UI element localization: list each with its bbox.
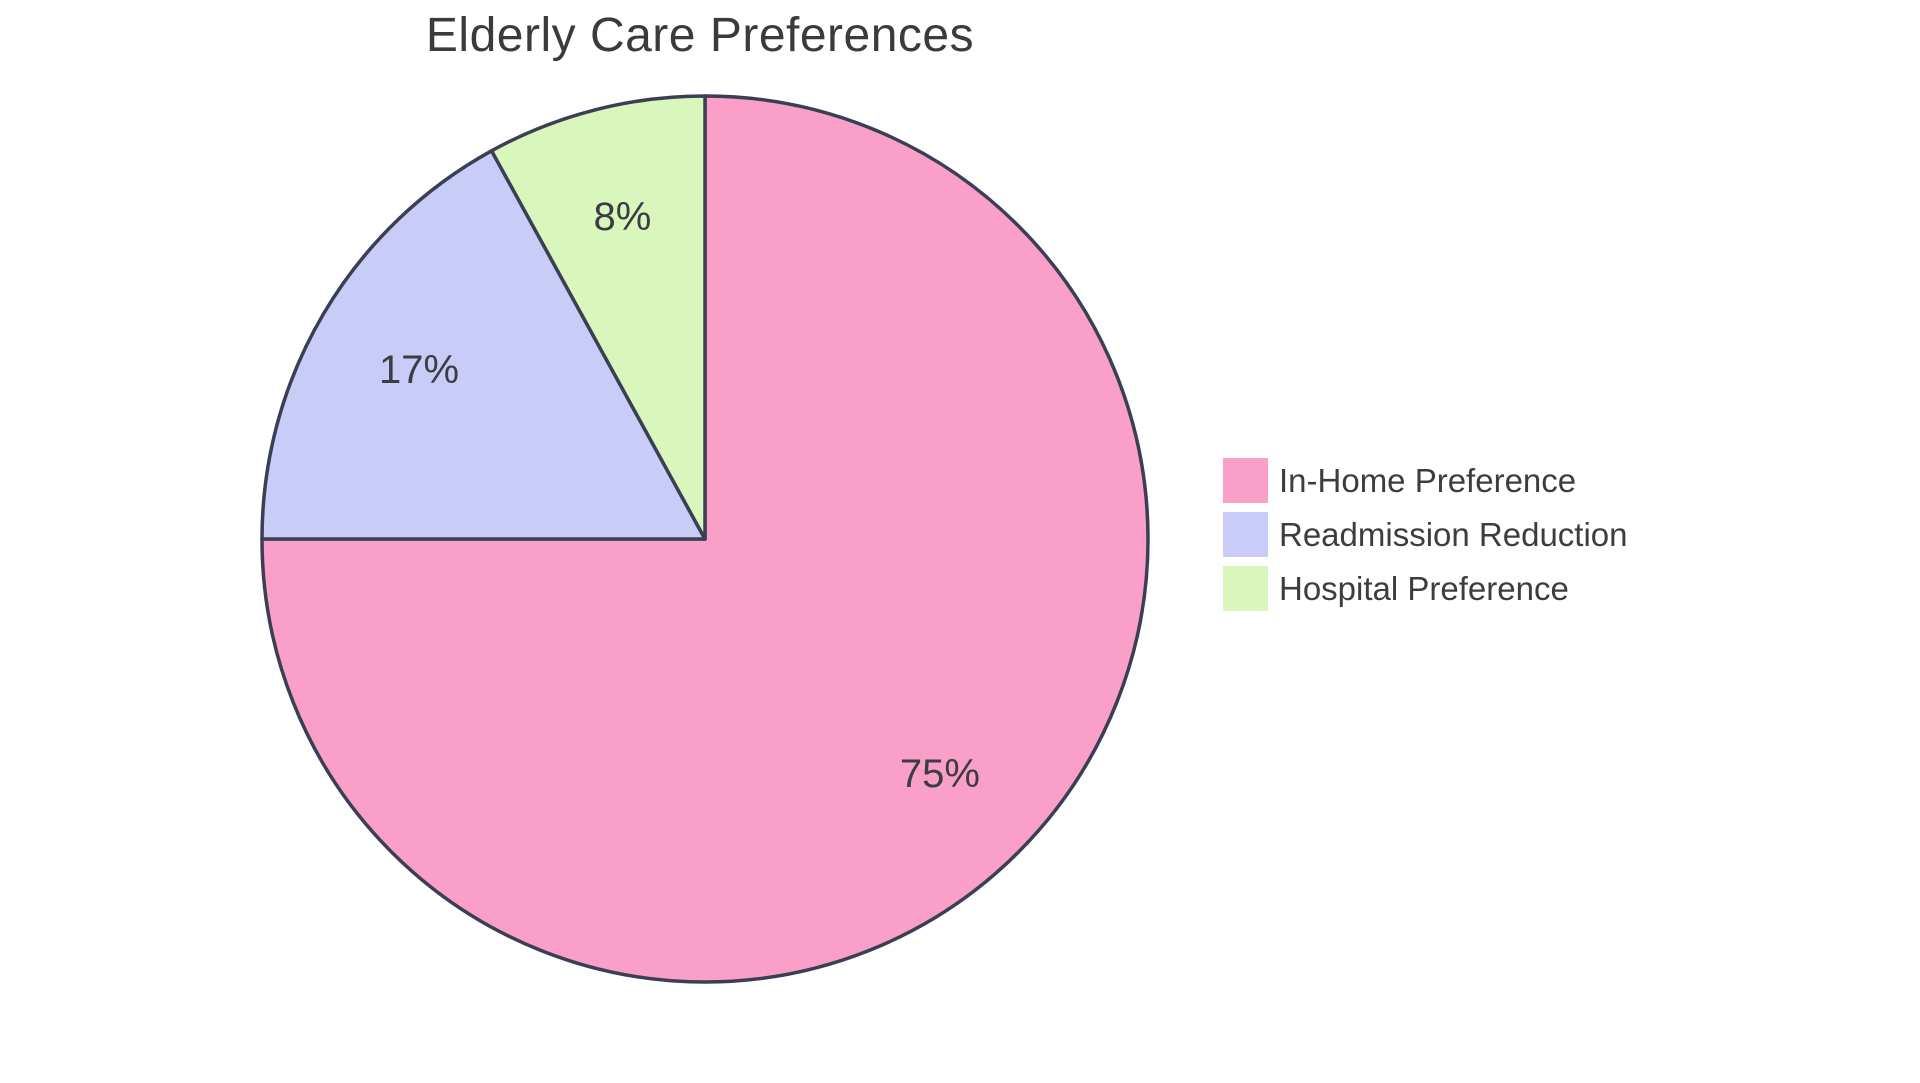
legend-item-readmission-reduction: Readmission Reduction [1223, 512, 1628, 557]
legend-swatch-in-home-preference [1223, 458, 1268, 503]
pie-percent-label-hospital-preference: 8% [593, 195, 651, 239]
legend-item-hospital-preference: Hospital Preference [1223, 566, 1628, 611]
pie-percent-label-readmission-reduction: 17% [379, 348, 459, 392]
legend-label-in-home-preference: In-Home Preference [1279, 461, 1577, 499]
pie-percent-label-in-home-preference: 75% [900, 752, 980, 796]
pie-slice-readmission-reduction [260, 149, 707, 541]
legend-item-in-home-preference: In-Home Preference [1223, 458, 1628, 503]
legend-label-hospital-preference: Hospital Preference [1279, 569, 1569, 607]
legend-swatch-hospital-preference [1223, 566, 1268, 611]
pie-slice-hospital-preference [489, 94, 707, 541]
chart-title: Elderly Care Preferences [425, 9, 975, 62]
legend: In-Home Preference Readmission Reduction H… [1223, 458, 1628, 611]
legend-swatch-readmission-reduction [1223, 512, 1268, 557]
legend-label-readmission-reduction: Readmission Reduction [1279, 515, 1628, 553]
